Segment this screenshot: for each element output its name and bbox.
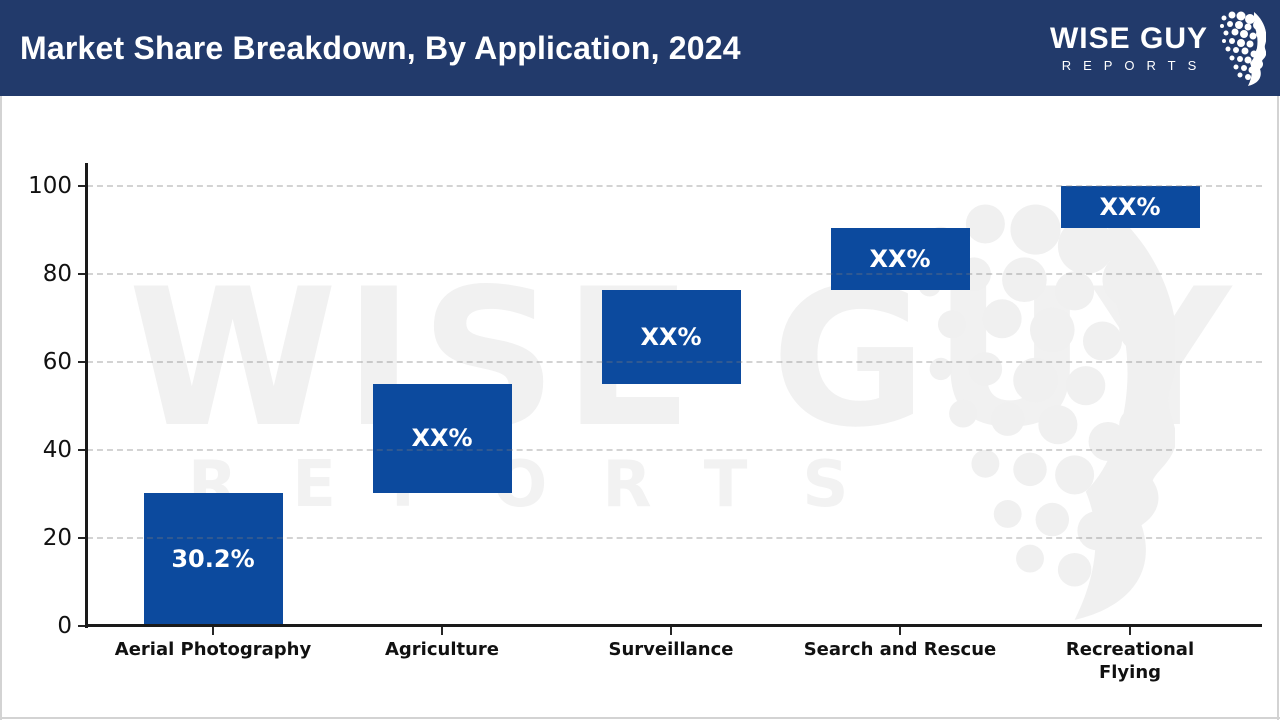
x-category-label: Surveillance bbox=[608, 639, 734, 660]
watermark-head-icon bbox=[918, 204, 1175, 620]
y-tick-label: 60 bbox=[42, 349, 72, 376]
x-axis bbox=[85, 624, 1262, 627]
y-tick-80 bbox=[78, 273, 85, 276]
dotted-head-icon bbox=[1220, 11, 1266, 86]
gridline-20 bbox=[87, 536, 1262, 539]
bar-aerial-photography: 30.2% bbox=[143, 492, 283, 626]
brand-logo-text: WISE GUY REPORTS bbox=[1050, 23, 1208, 73]
figure-border-left bbox=[0, 96, 2, 720]
x-category-label: Recreational Flying bbox=[1065, 639, 1195, 683]
y-tick-label: 0 bbox=[57, 612, 72, 639]
y-tick-40 bbox=[78, 448, 85, 451]
x-tick bbox=[670, 627, 672, 635]
figure-border-right bbox=[1277, 96, 1279, 720]
y-tick-0 bbox=[78, 624, 85, 627]
bar-value-label: XX% bbox=[640, 322, 702, 351]
bar-recreational-flying: XX% bbox=[1060, 186, 1200, 229]
bar-value-label: 30.2% bbox=[171, 545, 255, 574]
bar-value-label: XX% bbox=[869, 244, 931, 273]
gridline-100 bbox=[87, 185, 1262, 188]
chart-area: WISE GUY REPORTS 30.2% XX% XX% XX% XX% 0 20 40 6… bbox=[0, 96, 1280, 720]
bar-value-label: XX% bbox=[1099, 193, 1161, 222]
header: Market Share Breakdown, By Application, … bbox=[0, 0, 1280, 96]
y-tick-60 bbox=[78, 361, 85, 364]
bar-surveillance: XX% bbox=[601, 289, 741, 385]
x-category-label: Aerial Photography bbox=[114, 639, 312, 660]
x-tick bbox=[899, 627, 901, 635]
x-category-label: Agriculture bbox=[384, 639, 500, 660]
y-tick-label: 20 bbox=[42, 524, 72, 551]
figure-border-bottom bbox=[0, 717, 1280, 719]
gridline-60 bbox=[87, 361, 1262, 364]
y-axis bbox=[85, 163, 88, 628]
x-tick bbox=[441, 627, 443, 635]
brand-logo: WISE GUY REPORTS bbox=[1050, 10, 1266, 86]
x-tick bbox=[212, 627, 214, 635]
page-title: Market Share Breakdown, By Application, … bbox=[20, 29, 741, 66]
brand-subtitle: REPORTS bbox=[1061, 57, 1209, 73]
y-tick-label: 40 bbox=[42, 436, 72, 463]
x-category-label: Search and Rescue bbox=[803, 639, 997, 660]
bar-agriculture: XX% bbox=[372, 384, 512, 493]
watermark-subtext: REPORTS bbox=[188, 448, 904, 522]
x-tick bbox=[1129, 627, 1131, 635]
brand-name: WISE GUY bbox=[1049, 22, 1208, 56]
y-tick-label: 80 bbox=[42, 261, 72, 288]
bar-value-label: XX% bbox=[411, 424, 473, 453]
bar-search-and-rescue: XX% bbox=[830, 228, 970, 290]
y-tick-label: 100 bbox=[28, 173, 72, 200]
gridline-40 bbox=[87, 448, 1262, 451]
gridline-80 bbox=[87, 273, 1262, 276]
y-tick-100 bbox=[78, 185, 85, 188]
y-tick-20 bbox=[78, 536, 85, 539]
